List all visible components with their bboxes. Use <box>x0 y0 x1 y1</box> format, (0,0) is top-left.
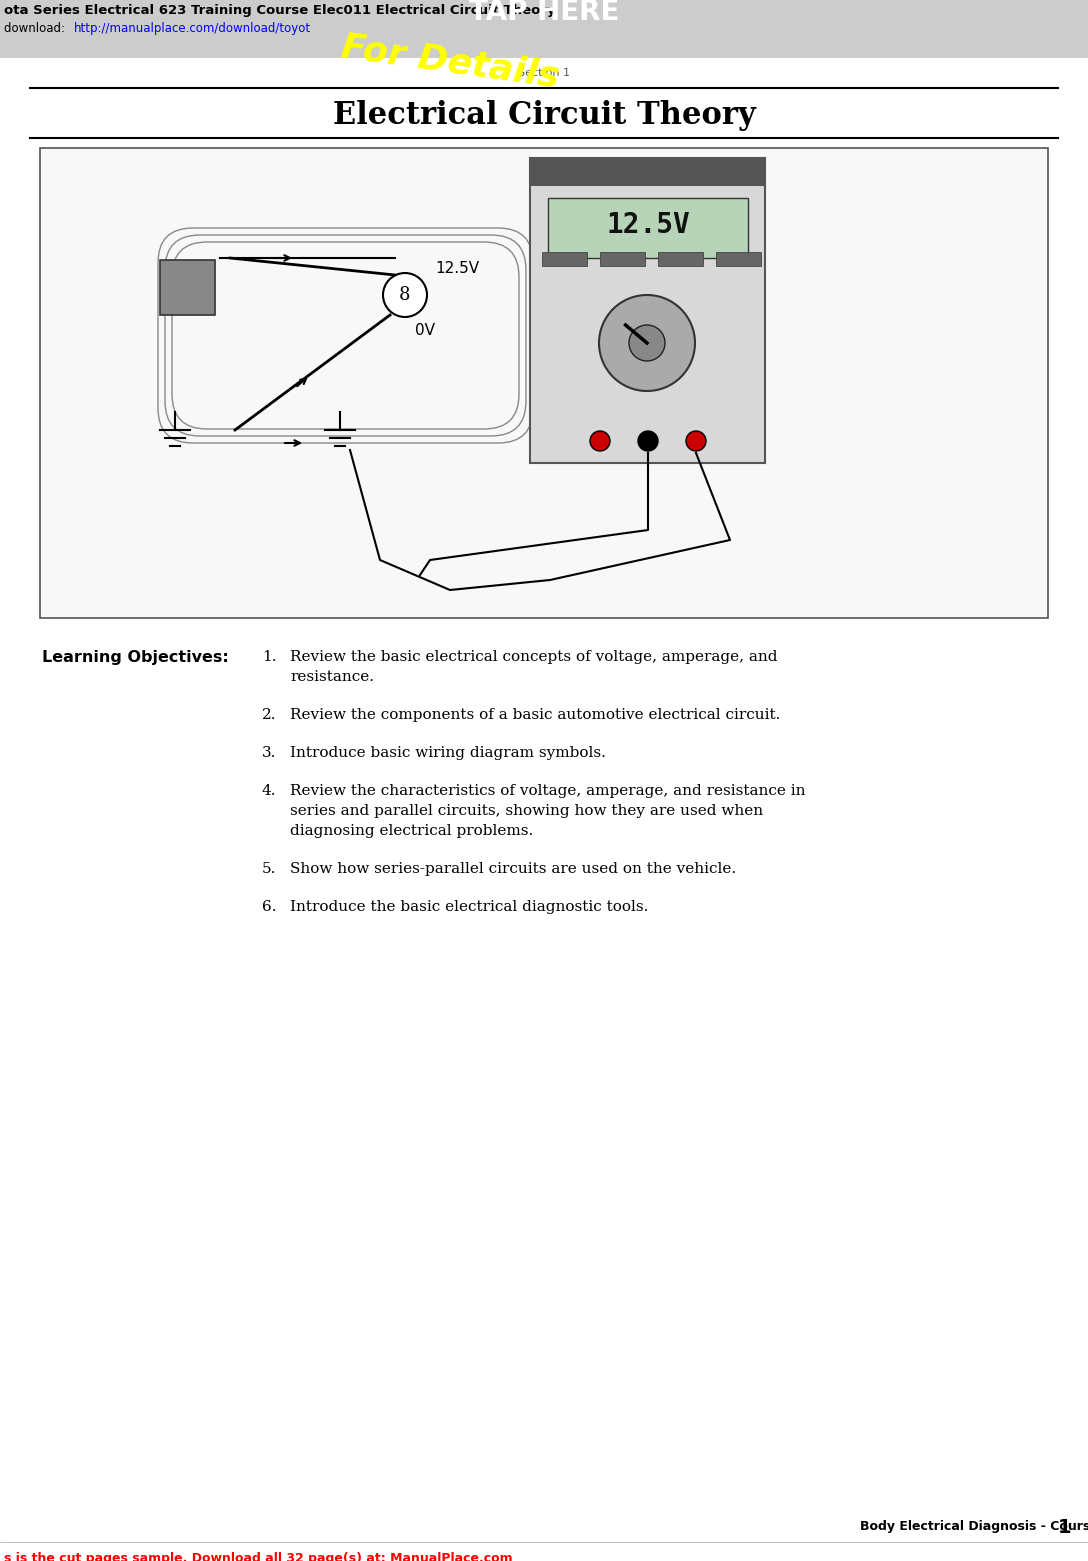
Bar <box>0 0 1088 58</box>
Text: Show how series-parallel circuits are used on the vehicle.: Show how series-parallel circuits are us… <box>290 862 737 876</box>
Text: s is the cut pages sample. Download all 32 page(s) at: ManualPlace.com: s is the cut pages sample. Download all … <box>4 1552 512 1561</box>
Circle shape <box>687 431 706 451</box>
Text: 8: 8 <box>399 286 411 304</box>
Text: Section 1: Section 1 <box>518 69 570 78</box>
Text: 12.5V: 12.5V <box>435 261 479 275</box>
Bar <box>530 158 765 464</box>
Bar <box>160 261 215 315</box>
Bar <box>542 251 588 265</box>
Text: 5.: 5. <box>262 862 276 876</box>
Bar <box>548 198 749 258</box>
Circle shape <box>590 431 610 451</box>
Text: Body Electrical Diagnosis - Course L652: Body Electrical Diagnosis - Course L652 <box>860 1520 1088 1533</box>
Bar <box>530 158 765 186</box>
Text: Review the components of a basic automotive electrical circuit.: Review the components of a basic automot… <box>290 709 780 723</box>
Text: Introduce the basic electrical diagnostic tools.: Introduce the basic electrical diagnosti… <box>290 901 648 915</box>
Circle shape <box>383 273 426 317</box>
Text: Introduce basic wiring diagram symbols.: Introduce basic wiring diagram symbols. <box>290 746 606 760</box>
Text: http://manualplace.com/download/toyot: http://manualplace.com/download/toyot <box>74 22 311 34</box>
Text: 2.: 2. <box>262 709 276 723</box>
Text: diagnosing electrical problems.: diagnosing electrical problems. <box>290 824 533 838</box>
Text: TAP HERE: TAP HERE <box>469 0 619 27</box>
Text: Review the characteristics of voltage, amperage, and resistance in: Review the characteristics of voltage, a… <box>290 784 805 798</box>
Text: For Details: For Details <box>338 30 561 94</box>
Text: Learning Objectives:: Learning Objectives: <box>42 649 228 665</box>
Text: ota Series Electrical 623 Training Course Elec011 Electrical Circuit Theory: ota Series Electrical 623 Training Cours… <box>4 5 556 17</box>
Text: 4.: 4. <box>262 784 276 798</box>
Text: 0V: 0V <box>415 323 435 337</box>
Text: 1: 1 <box>1058 1517 1072 1538</box>
Text: series and parallel circuits, showing how they are used when: series and parallel circuits, showing ho… <box>290 804 763 818</box>
Text: Review the basic electrical concepts of voltage, amperage, and: Review the basic electrical concepts of … <box>290 649 778 663</box>
Text: Electrical Circuit Theory: Electrical Circuit Theory <box>333 100 755 131</box>
Text: 1.: 1. <box>262 649 276 663</box>
Bar <box>599 251 645 265</box>
Circle shape <box>638 431 658 451</box>
Circle shape <box>629 325 665 361</box>
Text: 3.: 3. <box>262 746 276 760</box>
Circle shape <box>599 295 695 390</box>
Bar <box>40 148 1048 618</box>
Bar <box>716 251 761 265</box>
Text: 12.5V: 12.5V <box>606 211 690 239</box>
Bar <box>658 251 703 265</box>
Text: download:: download: <box>4 22 73 34</box>
Text: 6.: 6. <box>262 901 276 915</box>
Text: resistance.: resistance. <box>290 670 374 684</box>
